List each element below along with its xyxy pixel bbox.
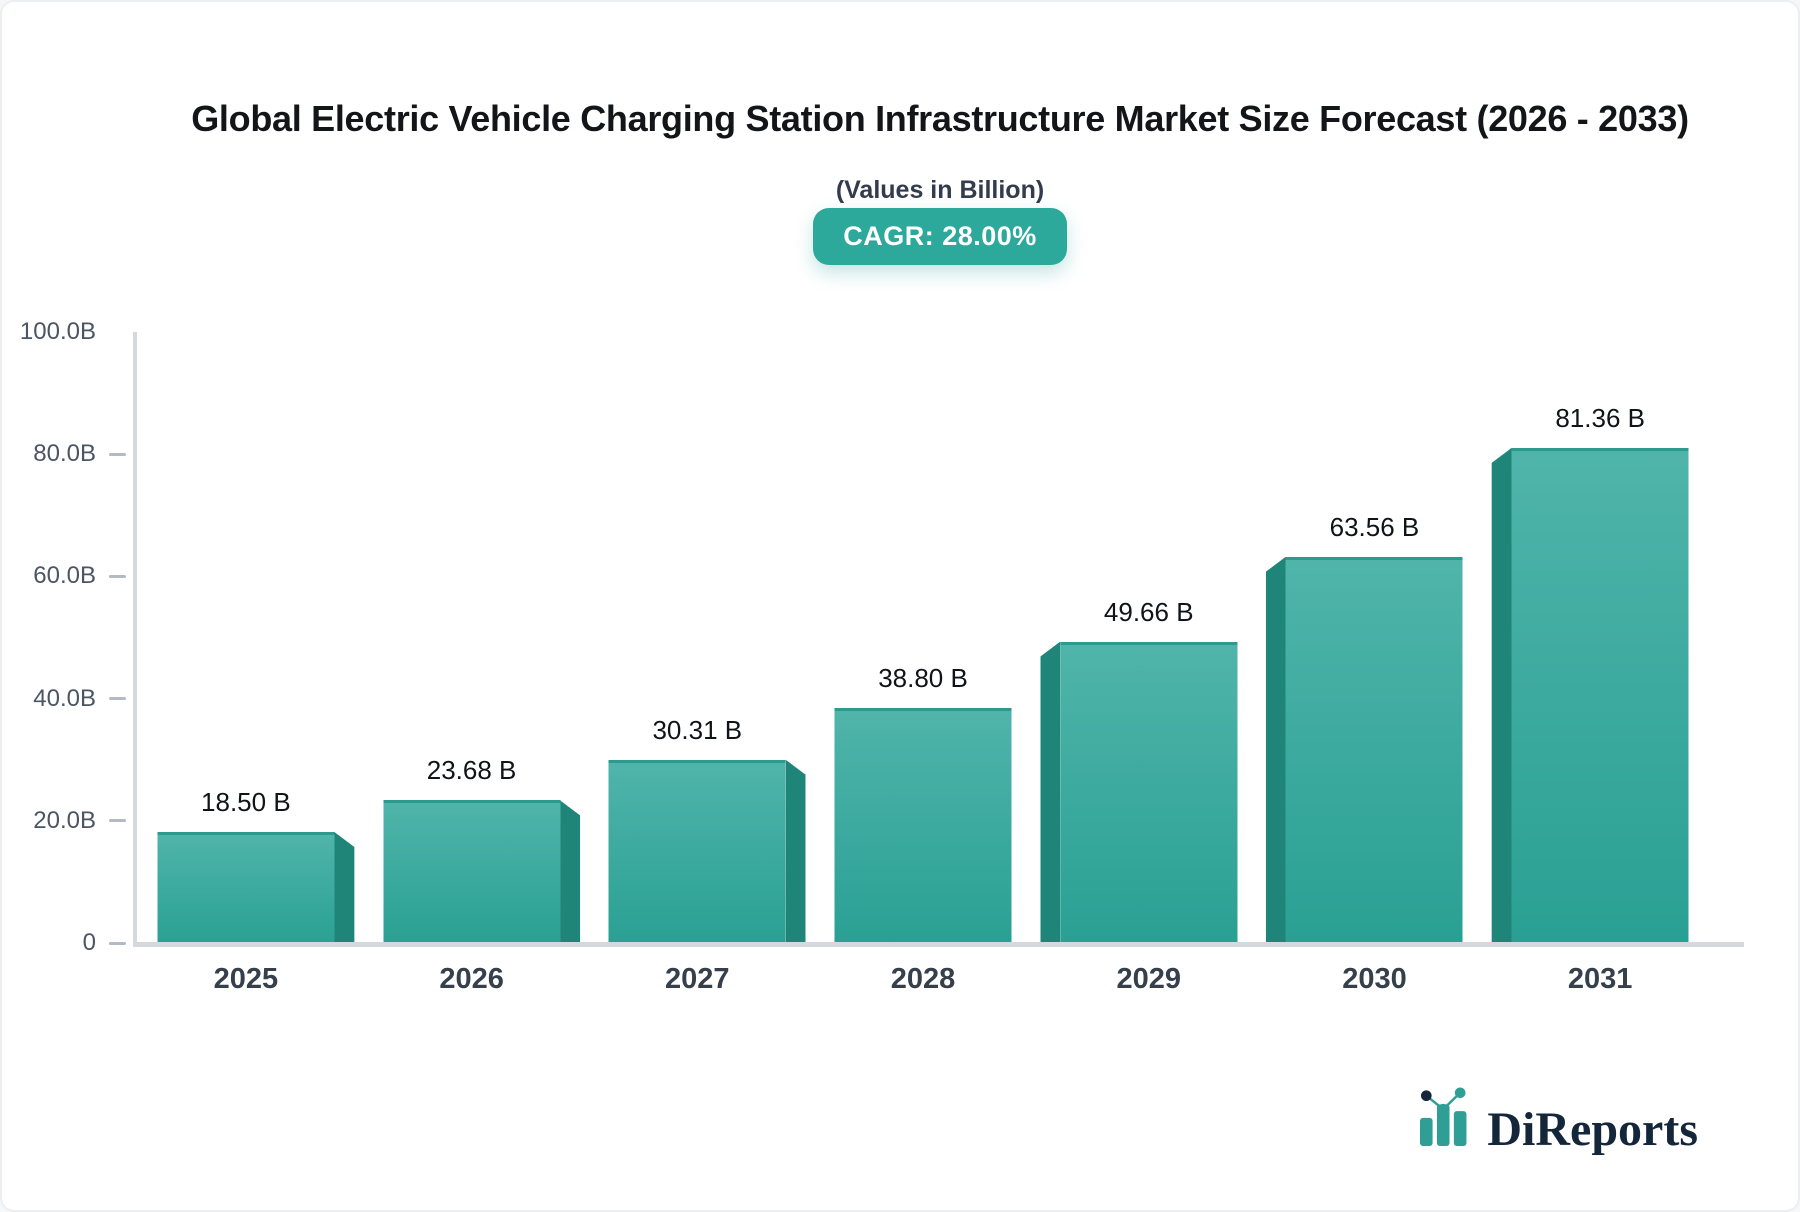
bar-value-label: 49.66 B [1103, 596, 1194, 627]
bar-side-panel [1491, 447, 1512, 945]
bar-2031 [1491, 447, 1689, 945]
bar-2027 [608, 759, 806, 945]
y-axis-tick: 40.0B [33, 685, 126, 713]
bar-slot-2025: 18.50 B 2025 [133, 332, 359, 995]
x-axis-label-2026: 2026 [439, 963, 504, 995]
bar-side-panel [334, 831, 355, 945]
bar-slot-2031: 81.36 B 2031 [1487, 332, 1713, 995]
bar-2028 [834, 707, 1012, 945]
chart-header: Global Electric Vehicle Charging Station… [2, 2, 1798, 265]
y-axis-tick-mark [109, 574, 126, 578]
direports-logo-text: DiReports [1487, 1103, 1698, 1156]
bar-slot-2027: 30.31 B 2027 [584, 332, 810, 995]
bar-side-panel [1265, 556, 1286, 945]
y-axis-tick-mark [109, 941, 126, 945]
bar-2030 [1265, 556, 1463, 945]
direports-logo: DiReports [1420, 1085, 1698, 1154]
bar-value-label: 18.50 B [201, 786, 291, 817]
x-axis-label-2031: 2031 [1567, 963, 1633, 995]
y-axis-tick: 100.0B [20, 318, 126, 346]
chart-title: Global Electric Vehicle Charging Station… [191, 98, 1689, 139]
bar-slot-2029: 49.66 B 2029 [1036, 332, 1262, 995]
direports-logo-icon [1420, 1087, 1467, 1146]
x-axis-label-2030: 2030 [1342, 963, 1407, 995]
y-axis-tick: 20.0B [33, 807, 126, 835]
chart-subtitle: (Values in Billion) [835, 176, 1045, 204]
y-axis-line [133, 332, 137, 945]
y-axis-tick-label: 40.0B [33, 684, 96, 712]
y-axis-tick-label: 60.0B [33, 562, 96, 590]
y-axis-tick-mark [109, 452, 126, 456]
bar-slot-2028: 38.80 B 2028 [810, 332, 1036, 995]
y-axis-tick-label: 0 [82, 929, 96, 956]
y-axis-tick-label: 20.0B [33, 806, 96, 834]
bar-slot-2026: 23.68 B 2026 [359, 332, 585, 995]
plot-area: 100.0B 80.0B 60.0B 40.0B 20.0B 0 18.50 B 2025 2… [20, 318, 1744, 995]
bar-slot-2030: 63.56 B 2030 [1262, 332, 1488, 995]
y-axis-tick: 0 [83, 929, 126, 957]
x-axis-label-2029: 2029 [1116, 963, 1181, 995]
y-axis-ticks: 100.0B 80.0B 60.0B 40.0B 20.0B 0 [20, 318, 1744, 956]
bar-2025 [157, 831, 355, 945]
bar-side-panel [785, 759, 806, 945]
bar-value-label: 38.80 B [878, 662, 968, 693]
bar-side-panel [560, 800, 581, 945]
cagr-badge: CAGR: 28.00% [813, 208, 1067, 265]
bar-2026 [383, 800, 581, 945]
bar-value-label: 23.68 B [426, 755, 517, 786]
y-axis-tick-mark [109, 697, 126, 701]
y-axis-tick-mark [109, 819, 126, 823]
bar-side-panel [1040, 641, 1061, 945]
bar-value-label: 81.36 B [1555, 402, 1645, 433]
y-axis-tick-label: 80.0B [33, 440, 96, 468]
x-axis-line [133, 942, 1744, 947]
bar-value-label: 63.56 B [1329, 511, 1420, 542]
x-axis-label-2025: 2025 [213, 963, 279, 995]
bar-value-label: 30.31 B [652, 714, 743, 745]
bars-container: 18.50 B 2025 23.68 B 2026 30.31 B 2027 38.80 B… [133, 332, 1713, 995]
y-axis-tick: 60.0B [33, 562, 126, 590]
x-axis-label-2027: 2027 [665, 963, 730, 995]
y-axis-tick-label: 100.0B [19, 318, 96, 345]
y-axis-tick: 80.0B [33, 440, 126, 468]
bar-2029 [1040, 641, 1238, 945]
x-axis-label-2028: 2028 [890, 963, 956, 995]
